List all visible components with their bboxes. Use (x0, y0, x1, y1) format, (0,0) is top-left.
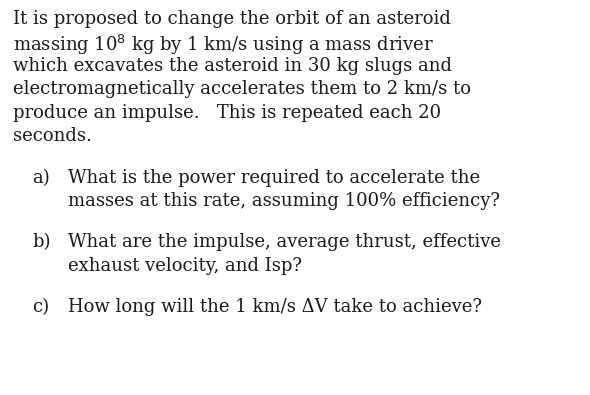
Text: c): c) (32, 298, 50, 316)
Text: exhaust velocity, and Isp?: exhaust velocity, and Isp? (68, 257, 302, 275)
Text: which excavates the asteroid in 30 kg slugs and: which excavates the asteroid in 30 kg sl… (13, 57, 452, 75)
Text: What are the impulse, average thrust, effective: What are the impulse, average thrust, ef… (68, 233, 501, 252)
Text: produce an impulse.   This is repeated each 20: produce an impulse. This is repeated eac… (13, 104, 441, 122)
Text: a): a) (32, 169, 50, 187)
Text: What is the power required to accelerate the: What is the power required to accelerate… (68, 169, 480, 187)
Text: It is proposed to change the orbit of an asteroid: It is proposed to change the orbit of an… (13, 10, 451, 28)
Text: massing 10$^8$ kg by 1 km/s using a mass driver: massing 10$^8$ kg by 1 km/s using a mass… (13, 34, 434, 58)
Text: b): b) (32, 233, 51, 252)
Text: How long will the 1 km/s ΔV take to achieve?: How long will the 1 km/s ΔV take to achi… (68, 298, 482, 316)
Text: seconds.: seconds. (13, 127, 92, 145)
Text: electromagnetically accelerates them to 2 km/s to: electromagnetically accelerates them to … (13, 81, 471, 98)
Text: masses at this rate, assuming 100% efficiency?: masses at this rate, assuming 100% effic… (68, 192, 500, 210)
